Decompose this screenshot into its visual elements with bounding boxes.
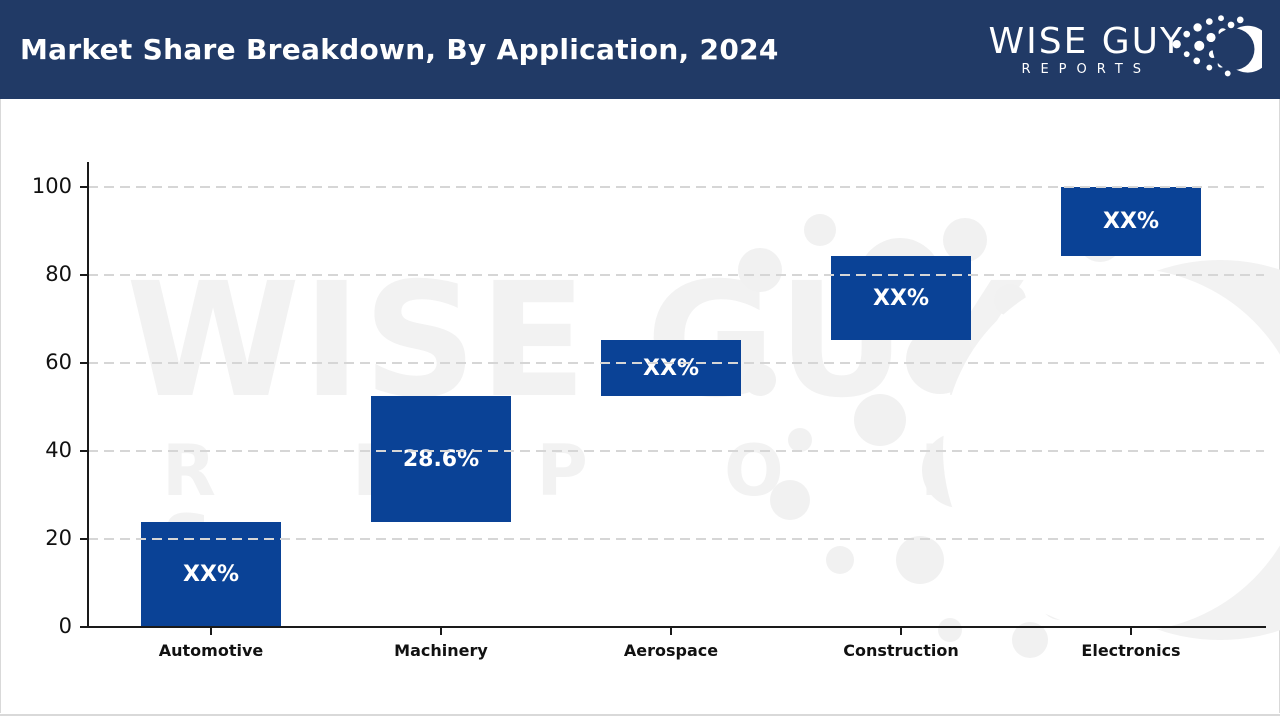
x-tick-label: Aerospace xyxy=(623,641,719,660)
gridline-80 xyxy=(88,274,1264,276)
bar-value-label: XX% xyxy=(183,562,239,588)
x-tick xyxy=(210,628,212,635)
x-axis-line xyxy=(86,626,1266,628)
y-tick xyxy=(80,362,88,364)
y-tick-label: 60 xyxy=(45,350,72,374)
y-tick-label: 80 xyxy=(45,262,72,286)
logo-text: WISE GUY REPORTS xyxy=(988,20,1185,77)
bar-value-label: XX% xyxy=(873,285,929,311)
y-tick xyxy=(80,186,88,188)
page-title: Market Share Breakdown, By Application, … xyxy=(20,33,779,66)
x-tick-label: Electronics xyxy=(1081,641,1181,660)
x-tick-label: Construction xyxy=(843,641,959,660)
x-tick xyxy=(900,628,902,635)
y-tick-label: 20 xyxy=(45,526,72,550)
x-tick xyxy=(670,628,672,635)
y-tick xyxy=(80,538,88,540)
bar-value-label: XX% xyxy=(643,355,699,381)
bar-electronics: XX% xyxy=(1061,187,1201,257)
gridline-100 xyxy=(88,186,1264,188)
y-tick xyxy=(80,274,88,276)
x-tick-label: Machinery xyxy=(394,641,488,660)
y-tick-label: 40 xyxy=(45,438,72,462)
gridline-60 xyxy=(88,362,1264,364)
x-tick-label: Automotive xyxy=(158,641,264,660)
y-tick-label: 0 xyxy=(58,614,72,638)
bar-construction: XX% xyxy=(831,256,971,341)
logo-wordmark: WISE GUY xyxy=(988,20,1184,62)
x-tick xyxy=(440,628,442,635)
header-bar: Market Share Breakdown, By Application, … xyxy=(0,0,1280,99)
y-tick xyxy=(80,450,88,452)
wise-guy-logo: WISE GUY REPORTS xyxy=(988,8,1262,92)
bar-value-label: XX% xyxy=(1103,209,1159,235)
x-tick xyxy=(1130,628,1132,635)
y-tick-label: 100 xyxy=(31,174,72,198)
bottom-divider xyxy=(0,714,1280,716)
gridline-40 xyxy=(88,450,1264,452)
gridline-20 xyxy=(88,538,1264,540)
y-axis-line xyxy=(87,162,89,628)
y-tick xyxy=(80,626,88,628)
bar-aerospace: XX% xyxy=(601,340,741,397)
bar-machinery: 28.6% xyxy=(371,396,511,523)
logo-face-icon xyxy=(1172,15,1262,77)
logo-subtitle: REPORTS xyxy=(1021,61,1152,77)
